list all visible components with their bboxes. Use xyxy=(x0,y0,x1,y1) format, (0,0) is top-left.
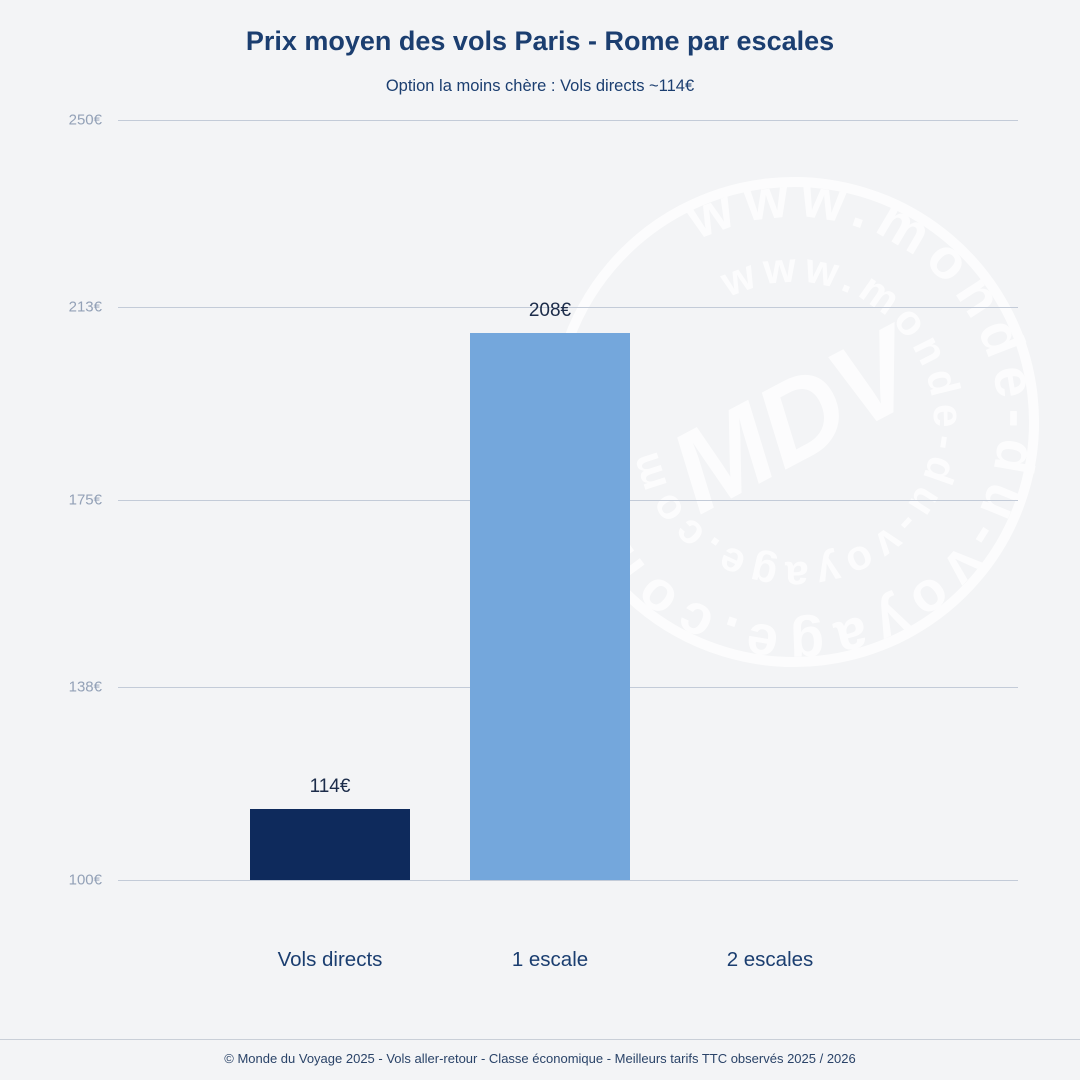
plot-area: 100€ 138€ 175€ 213€ 250€ 114€ Vols directs 208€… xyxy=(69,112,1018,971)
gridline xyxy=(118,307,1018,309)
bar xyxy=(250,809,410,880)
x-category-label: 2 escales xyxy=(726,948,814,971)
bar-value-label: 208€ xyxy=(528,299,572,321)
x-category-label: Vols directs xyxy=(277,948,383,971)
footer: © Monde du Voyage 2025 - Vols aller-reto… xyxy=(0,1039,1080,1066)
y-tick-label: 250€ xyxy=(68,111,102,129)
bar xyxy=(470,332,630,880)
y-tick-label: 213€ xyxy=(68,298,102,316)
y-tick-label: 175€ xyxy=(68,491,102,509)
gridline xyxy=(118,880,1018,881)
footer-text: © Monde du Voyage 2025 - Vols aller-reto… xyxy=(224,1051,856,1066)
chart-title: Prix moyen des vols Paris - Rome par esc… xyxy=(245,26,835,56)
bar-value-label: 114€ xyxy=(309,776,351,798)
chart-subtitle: Option la moins chère : Vols directs ~11… xyxy=(385,77,695,95)
y-tick-label: 100€ xyxy=(68,871,102,889)
y-tick-label: 138€ xyxy=(68,678,102,696)
gridline xyxy=(118,120,1018,121)
x-category-label: 1 escale xyxy=(511,948,589,971)
